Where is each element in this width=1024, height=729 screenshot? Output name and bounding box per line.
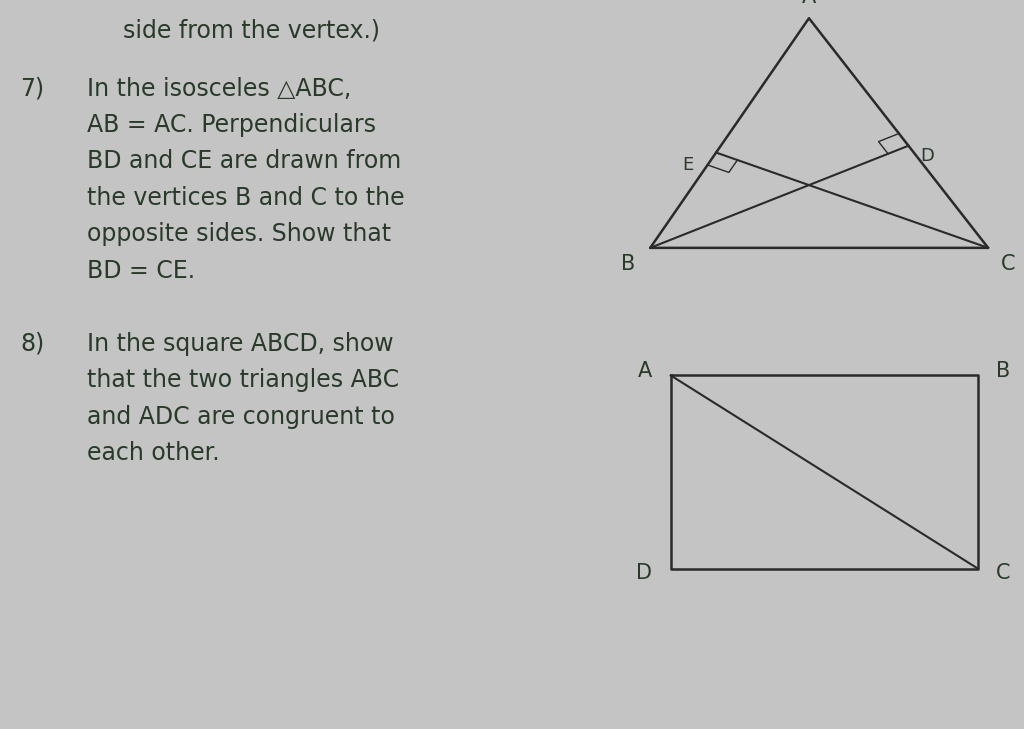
Text: E: E <box>682 156 693 174</box>
Text: the vertices B and C to the: the vertices B and C to the <box>87 186 404 210</box>
Text: B: B <box>996 362 1011 381</box>
Text: 8): 8) <box>20 332 45 356</box>
Text: that the two triangles ABC: that the two triangles ABC <box>87 368 399 392</box>
Text: AB = AC. Perpendiculars: AB = AC. Perpendiculars <box>87 113 376 137</box>
Text: BD = CE.: BD = CE. <box>87 259 196 283</box>
Text: B: B <box>621 254 635 273</box>
Text: A: A <box>802 0 816 7</box>
Text: C: C <box>1000 254 1015 273</box>
Text: In the square ABCD, show: In the square ABCD, show <box>87 332 393 356</box>
Text: C: C <box>996 563 1011 582</box>
Text: D: D <box>636 563 652 582</box>
Text: opposite sides. Show that: opposite sides. Show that <box>87 222 391 246</box>
Text: side from the vertex.): side from the vertex.) <box>123 18 380 42</box>
Text: each other.: each other. <box>87 441 220 465</box>
Text: 7): 7) <box>20 77 45 101</box>
Text: and ADC are congruent to: and ADC are congruent to <box>87 405 395 429</box>
Text: BD and CE are drawn from: BD and CE are drawn from <box>87 149 401 174</box>
Text: A: A <box>638 362 652 381</box>
Text: In the isosceles △ABC,: In the isosceles △ABC, <box>87 77 351 101</box>
Text: D: D <box>921 147 935 165</box>
